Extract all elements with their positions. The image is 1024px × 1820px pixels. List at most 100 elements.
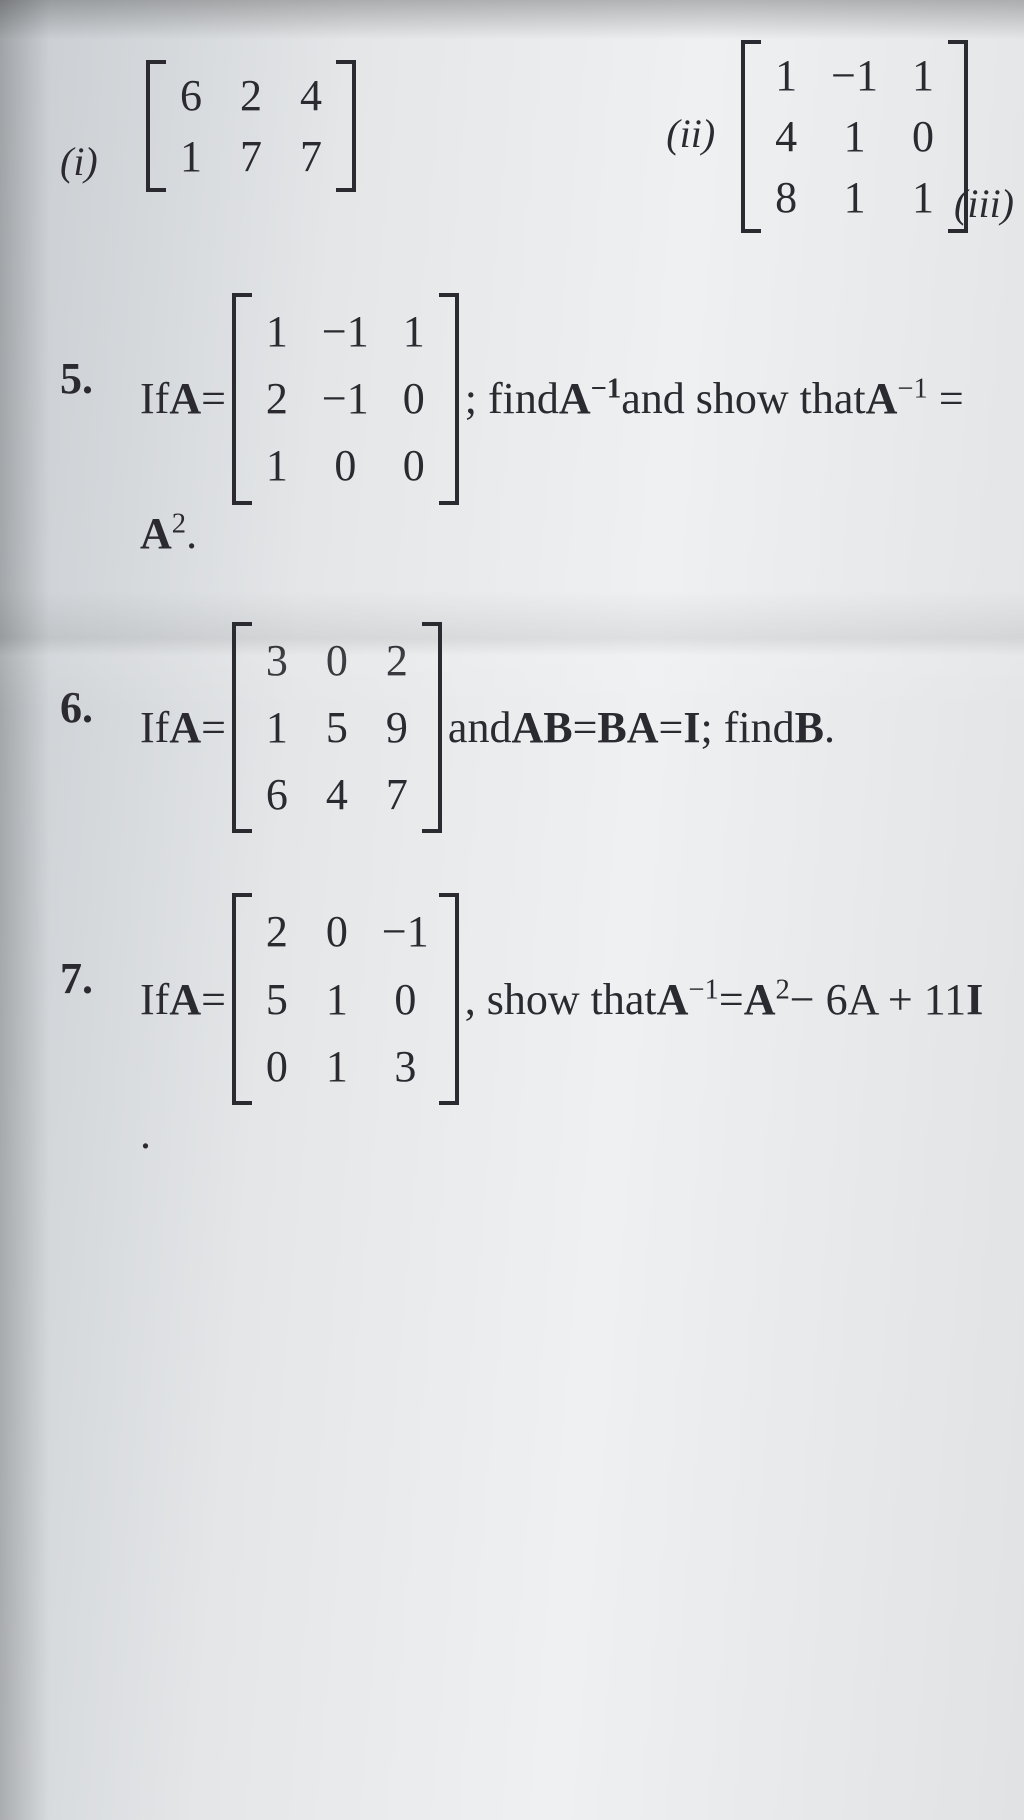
cell: 1	[262, 303, 292, 360]
matrix-q7-body: 2 0 −1 5 1 0 0 1 3	[252, 893, 439, 1105]
top-shadow	[0, 0, 1024, 40]
cell: 7	[236, 131, 266, 182]
cell: 0	[399, 370, 429, 427]
A-squared: A2	[744, 971, 790, 1028]
question-6-text: If A = 3 0 2 1 5 9 6 4 7 and AB	[140, 622, 835, 834]
text: − 6A + 11	[790, 971, 966, 1028]
cell: 6	[176, 70, 206, 121]
question-7-text: If A = 2 0 −1 5 1 0 0 1 3 , show that	[140, 893, 984, 1162]
label-ii: (ii)	[666, 110, 715, 157]
matrix-A: A	[169, 971, 201, 1028]
AB: AB	[511, 699, 572, 756]
cell: −1	[322, 370, 369, 427]
cell: 3	[382, 1038, 429, 1095]
bracket-left	[232, 293, 252, 505]
question-number: 7.	[60, 953, 120, 1004]
cell: 3	[262, 632, 292, 689]
cell: −1	[382, 903, 429, 960]
B: B	[795, 699, 824, 756]
cell: 7	[382, 766, 412, 823]
question-7: 7. If A = 2 0 −1 5 1 0 0 1 3	[60, 893, 984, 1162]
matrix-q6: 3 0 2 1 5 9 6 4 7	[232, 622, 442, 834]
text: ; find	[700, 699, 794, 756]
cell: 5	[322, 699, 352, 756]
cell: 0	[382, 971, 429, 1028]
question-5: 5. If A = 1 −1 1 2 −1 0 1 0 0	[60, 293, 984, 562]
cell: 1	[399, 303, 429, 360]
top-row: (i) 6 2 4 1 7 7 (ii) 1	[60, 60, 984, 233]
text: =	[201, 971, 226, 1028]
question-number: 5.	[60, 353, 120, 404]
bracket-right	[336, 60, 356, 192]
A-squared: A2	[140, 505, 186, 562]
question-5-text: If A = 1 −1 1 2 −1 0 1 0 0 ; find	[140, 293, 984, 562]
label-i: (i)	[60, 138, 120, 185]
cell: 4	[771, 111, 801, 162]
I: I	[683, 699, 700, 756]
cell: 1	[771, 50, 801, 101]
bracket-right	[439, 293, 459, 505]
cell: 8	[771, 172, 801, 223]
cell: 6	[262, 766, 292, 823]
bracket-right	[439, 893, 459, 1105]
bracket-left	[146, 60, 166, 192]
text: and	[448, 699, 512, 756]
bracket-left	[232, 622, 252, 834]
cell: 5	[262, 971, 292, 1028]
text: =	[659, 699, 684, 756]
cell: 2	[262, 370, 292, 427]
bracket-left	[232, 893, 252, 1105]
cell: 1	[322, 971, 352, 1028]
matrix-i-body: 6 2 4 1 7 7	[166, 60, 336, 192]
matrix-ii: 1 −1 1 4 1 0 8 1 1	[741, 40, 968, 233]
cell: 1	[176, 131, 206, 182]
A-inverse: A−1	[657, 971, 719, 1028]
text: and show that	[621, 370, 865, 427]
text: =	[928, 370, 975, 427]
page: (i) 6 2 4 1 7 7 (ii) 1	[0, 0, 1024, 1820]
cell: 0	[262, 1038, 292, 1095]
text: =	[201, 699, 226, 756]
cell: 1	[908, 50, 938, 101]
cell: 1	[831, 172, 878, 223]
item-ii: (ii) 1 −1 1 4 1 0 8 1 1	[666, 40, 974, 233]
item-i: (i) 6 2 4 1 7 7	[60, 60, 362, 192]
bracket-right	[422, 622, 442, 834]
text: .	[140, 1105, 151, 1162]
I: I	[966, 971, 983, 1028]
matrix-A: A	[169, 370, 201, 427]
text: ; find	[465, 370, 559, 427]
cell: 7	[296, 131, 326, 182]
cell: 4	[296, 70, 326, 121]
cell: 0	[322, 437, 369, 494]
cell: 0	[908, 111, 938, 162]
question-number: 6.	[60, 682, 120, 733]
text: If	[140, 699, 169, 756]
A-inverse: A−1	[866, 370, 928, 427]
cell: 2	[236, 70, 266, 121]
cell: 0	[322, 903, 352, 960]
bracket-left	[741, 40, 761, 233]
text: =	[719, 971, 744, 1028]
cell: 1	[262, 699, 292, 756]
matrix-q6-body: 3 0 2 1 5 9 6 4 7	[252, 622, 422, 834]
text: .	[824, 699, 835, 756]
cell: 1	[831, 111, 878, 162]
cell: −1	[322, 303, 369, 360]
A-inverse: A−1	[559, 370, 621, 427]
matrix-A: A	[169, 699, 201, 756]
matrix-q5-body: 1 −1 1 2 −1 0 1 0 0	[252, 293, 439, 505]
text: If	[140, 971, 169, 1028]
cell: 9	[382, 699, 412, 756]
text: If	[140, 370, 169, 427]
cell: 1	[322, 1038, 352, 1095]
cell: 2	[262, 903, 292, 960]
cell: 0	[399, 437, 429, 494]
matrix-i: 6 2 4 1 7 7	[146, 60, 356, 192]
matrix-q5: 1 −1 1 2 −1 0 1 0 0	[232, 293, 459, 505]
BA: BA	[597, 699, 658, 756]
left-shadow	[0, 0, 50, 1820]
question-6: 6. If A = 3 0 2 1 5 9 6 4 7	[60, 622, 984, 834]
cell: 0	[322, 632, 352, 689]
text: .	[186, 505, 197, 562]
